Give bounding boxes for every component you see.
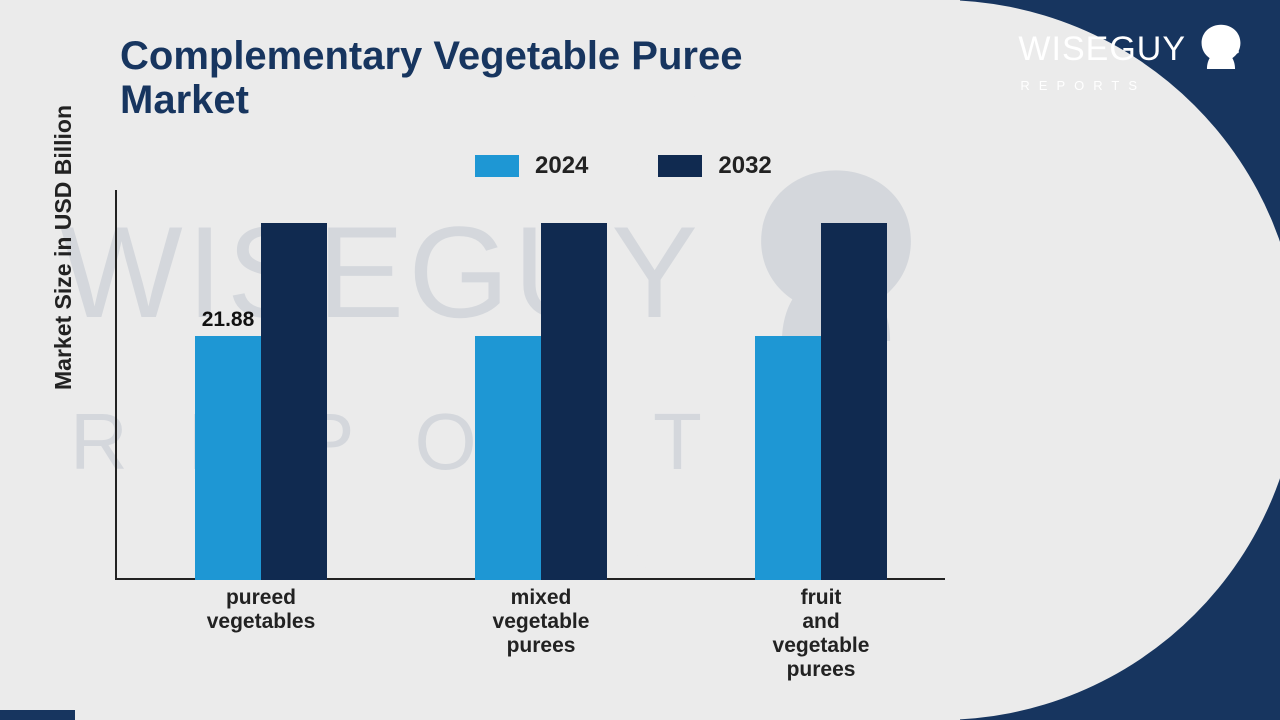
bar-group (475, 223, 607, 580)
legend: 2024 2032 (475, 152, 772, 180)
bar (261, 223, 327, 580)
x-axis-label: mixed vegetable purees (461, 586, 621, 658)
legend-swatch-2024 (475, 155, 519, 177)
legend-swatch-2032 (658, 155, 702, 177)
bar-value-label: 21.88 (202, 308, 255, 332)
legend-item-2024: 2024 (475, 152, 588, 180)
x-axis-label: pureed vegetables (181, 586, 341, 634)
legend-label-2032: 2032 (718, 152, 771, 180)
bottom-accent-strip (0, 710, 75, 720)
bar-group: 21.88 (195, 223, 327, 580)
bar: 21.88 (195, 336, 261, 580)
bar-group (755, 223, 887, 580)
bar (821, 223, 887, 580)
legend-label-2024: 2024 (535, 152, 588, 180)
brand-head-icon (1194, 22, 1248, 76)
legend-item-2032: 2032 (658, 152, 771, 180)
brand-logo: WISEGUY REPORTS (1018, 22, 1248, 93)
chart-title: Complementary Vegetable Puree Market (120, 34, 820, 122)
brand-logo-main: WISEGUY (1018, 32, 1186, 66)
infographic-canvas: WISEGUY REPORTS WISEGUY REPORTS Compleme… (0, 0, 1280, 720)
bar (475, 336, 541, 580)
y-axis-label: Market Size in USD Billion (50, 105, 77, 390)
brand-logo-sub: REPORTS (1020, 78, 1248, 93)
bar (541, 223, 607, 580)
plot: 21.88 (115, 190, 945, 580)
chart-plot-area: 21.88 (115, 190, 945, 580)
bar (755, 336, 821, 580)
y-axis-line (115, 190, 117, 580)
x-axis-label: fruit and vegetable purees (741, 586, 901, 683)
